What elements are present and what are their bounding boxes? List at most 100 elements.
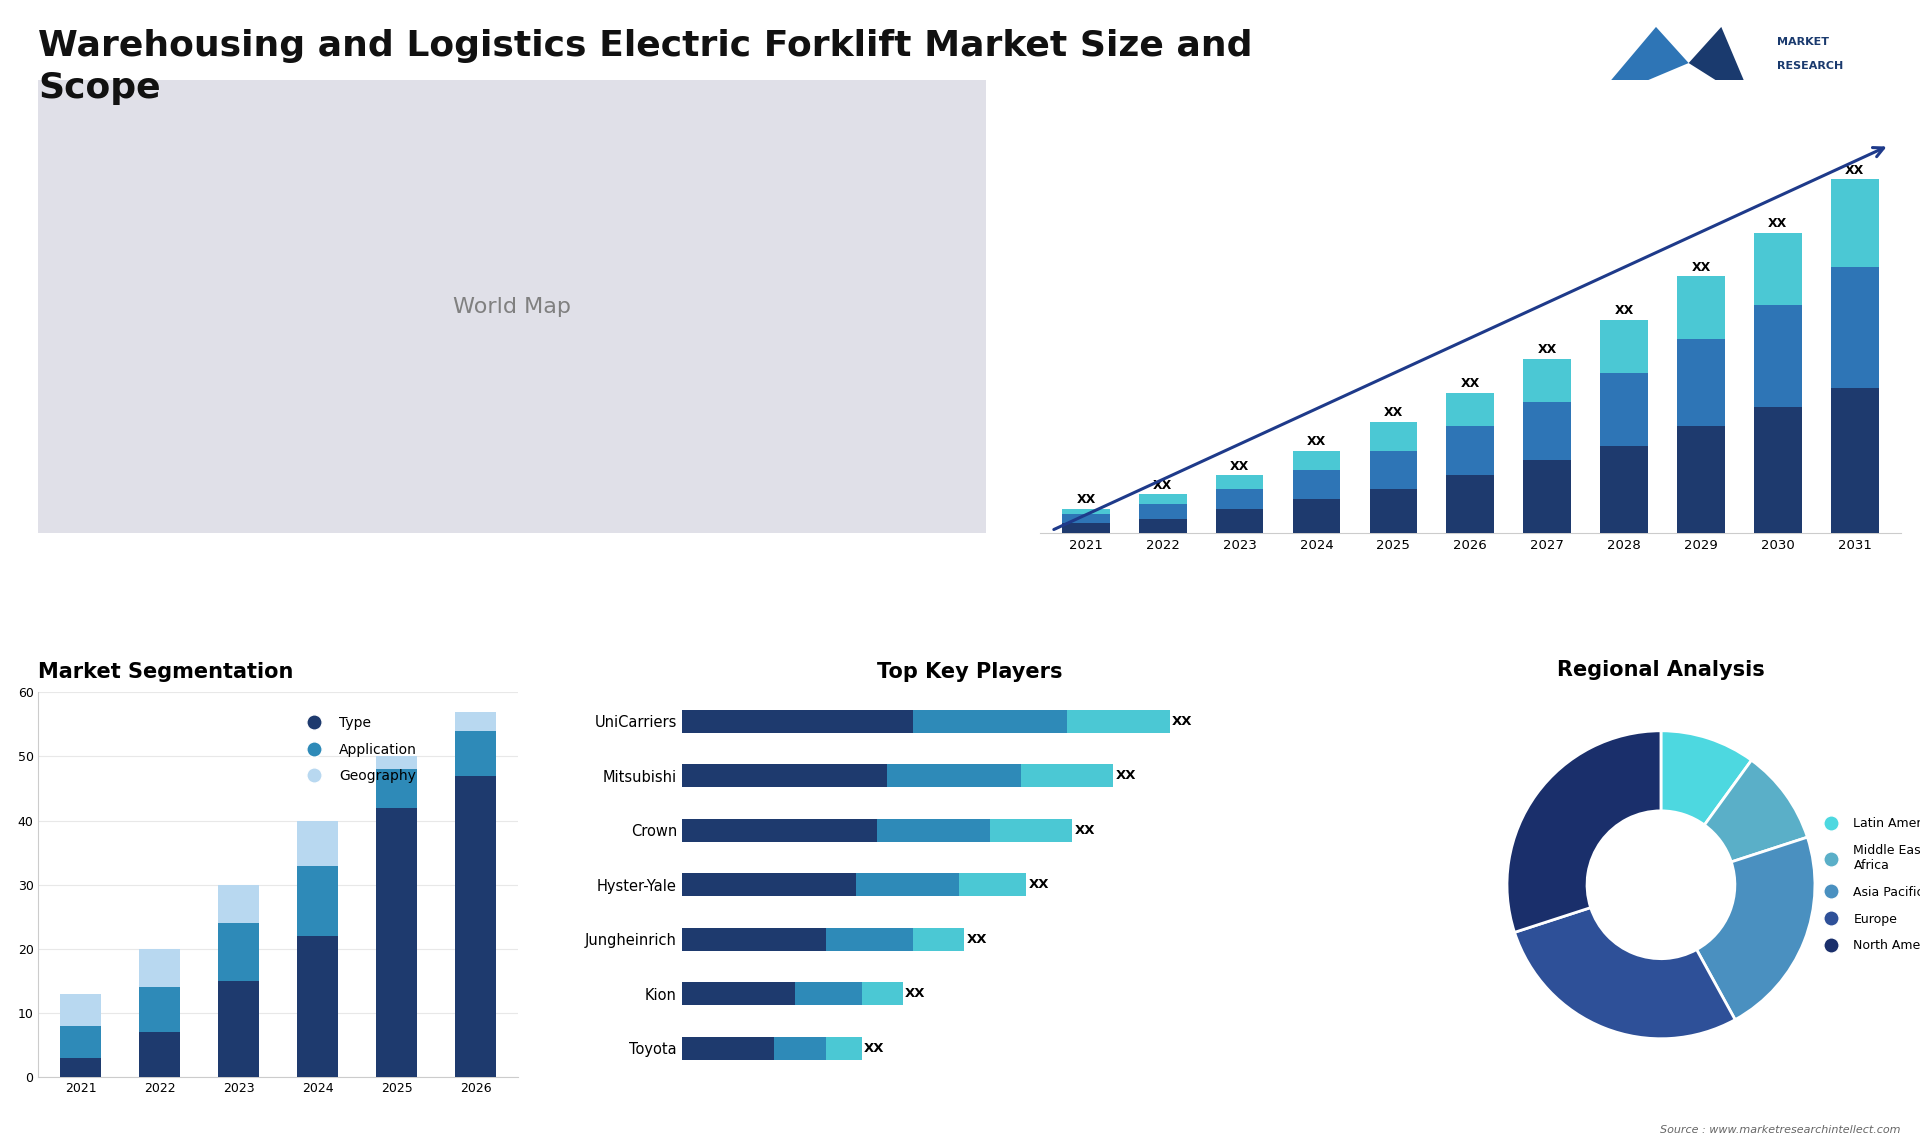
Text: XX: XX bbox=[1154, 479, 1173, 492]
Text: XX: XX bbox=[864, 1042, 885, 1054]
Bar bbox=[1062, 524, 1110, 533]
Bar bbox=[1755, 305, 1801, 407]
Bar bbox=[376, 769, 417, 808]
Wedge shape bbox=[1705, 760, 1807, 862]
Bar bbox=[1676, 276, 1724, 339]
Bar bbox=[1062, 509, 1110, 513]
Bar bbox=[1139, 494, 1187, 504]
Bar bbox=[682, 818, 877, 841]
Bar bbox=[912, 709, 1068, 732]
Bar bbox=[991, 818, 1071, 841]
Text: XX: XX bbox=[1116, 769, 1137, 783]
Bar bbox=[376, 808, 417, 1077]
Bar bbox=[1676, 426, 1724, 533]
Text: XX: XX bbox=[1768, 218, 1788, 230]
Bar bbox=[682, 709, 912, 732]
Text: XX: XX bbox=[1173, 715, 1192, 728]
Bar bbox=[298, 936, 338, 1077]
Bar bbox=[219, 885, 259, 924]
Wedge shape bbox=[1515, 908, 1736, 1038]
Polygon shape bbox=[1590, 26, 1690, 104]
Bar bbox=[682, 764, 887, 787]
Bar bbox=[1755, 233, 1801, 305]
Bar bbox=[1599, 320, 1647, 374]
Bar bbox=[1068, 709, 1169, 732]
Bar bbox=[1292, 500, 1340, 533]
Text: XX: XX bbox=[1077, 494, 1096, 507]
Bar bbox=[140, 949, 180, 988]
Bar bbox=[219, 924, 259, 981]
Polygon shape bbox=[1690, 26, 1753, 104]
Title: Top Key Players: Top Key Players bbox=[877, 662, 1062, 682]
Wedge shape bbox=[1661, 731, 1751, 825]
Bar bbox=[1021, 764, 1114, 787]
Bar bbox=[298, 865, 338, 936]
Text: RESEARCH: RESEARCH bbox=[1776, 61, 1843, 71]
Bar bbox=[682, 982, 795, 1005]
Bar bbox=[826, 928, 912, 951]
Text: INTELLECT: INTELLECT bbox=[1776, 85, 1843, 95]
Bar bbox=[1369, 450, 1417, 489]
Text: XX: XX bbox=[1384, 406, 1404, 419]
Bar bbox=[1292, 470, 1340, 500]
Bar bbox=[912, 928, 964, 951]
Legend: Type, Application, Geography: Type, Application, Geography bbox=[296, 711, 422, 788]
Bar bbox=[1599, 374, 1647, 446]
Text: XX: XX bbox=[1075, 824, 1094, 837]
Text: XX: XX bbox=[1615, 305, 1634, 317]
Bar bbox=[1369, 422, 1417, 450]
Bar bbox=[862, 982, 902, 1005]
Bar bbox=[1446, 393, 1494, 426]
Bar bbox=[1062, 513, 1110, 524]
Bar bbox=[1369, 489, 1417, 533]
Bar bbox=[1599, 446, 1647, 533]
Bar bbox=[376, 756, 417, 769]
Wedge shape bbox=[1507, 731, 1661, 933]
Text: XX: XX bbox=[1692, 261, 1711, 274]
Bar bbox=[682, 1037, 774, 1060]
Text: MARKET: MARKET bbox=[1776, 37, 1828, 47]
Bar bbox=[1832, 267, 1878, 387]
Bar bbox=[455, 731, 495, 776]
Bar bbox=[60, 1026, 102, 1058]
Text: XX: XX bbox=[1845, 164, 1864, 176]
Bar bbox=[219, 981, 259, 1077]
Bar bbox=[1755, 407, 1801, 533]
Bar bbox=[887, 764, 1021, 787]
Bar bbox=[1832, 179, 1878, 267]
Bar bbox=[682, 873, 856, 896]
Bar bbox=[1523, 461, 1571, 533]
Bar bbox=[1676, 339, 1724, 426]
Bar bbox=[1215, 489, 1263, 509]
Bar bbox=[1832, 387, 1878, 533]
Bar bbox=[1523, 359, 1571, 402]
Text: XX: XX bbox=[1308, 435, 1327, 448]
Bar bbox=[1139, 504, 1187, 518]
Legend: Latin America, Middle East &
Africa, Asia Pacific, Europe, North America: Latin America, Middle East & Africa, Asi… bbox=[1814, 813, 1920, 957]
Bar bbox=[140, 988, 180, 1033]
Bar bbox=[826, 1037, 862, 1060]
Title: Regional Analysis: Regional Analysis bbox=[1557, 660, 1764, 680]
Text: XX: XX bbox=[1029, 878, 1048, 892]
Bar bbox=[877, 818, 991, 841]
Bar bbox=[1215, 509, 1263, 533]
Bar bbox=[1139, 518, 1187, 533]
Text: World Map: World Map bbox=[453, 297, 570, 316]
Bar bbox=[455, 776, 495, 1077]
Bar bbox=[1446, 474, 1494, 533]
Text: XX: XX bbox=[904, 988, 925, 1000]
Bar bbox=[682, 928, 826, 951]
Bar bbox=[298, 821, 338, 865]
Bar bbox=[1446, 426, 1494, 474]
Bar bbox=[774, 1037, 826, 1060]
Bar bbox=[1523, 402, 1571, 461]
Text: Market Segmentation: Market Segmentation bbox=[38, 662, 294, 682]
Text: XX: XX bbox=[1461, 377, 1480, 390]
Bar bbox=[1292, 450, 1340, 470]
Text: XX: XX bbox=[968, 933, 987, 945]
Text: Source : www.marketresearchintellect.com: Source : www.marketresearchintellect.com bbox=[1661, 1124, 1901, 1135]
Bar bbox=[1215, 474, 1263, 489]
Bar bbox=[140, 1033, 180, 1077]
Bar bbox=[960, 873, 1025, 896]
Wedge shape bbox=[1697, 838, 1814, 1020]
